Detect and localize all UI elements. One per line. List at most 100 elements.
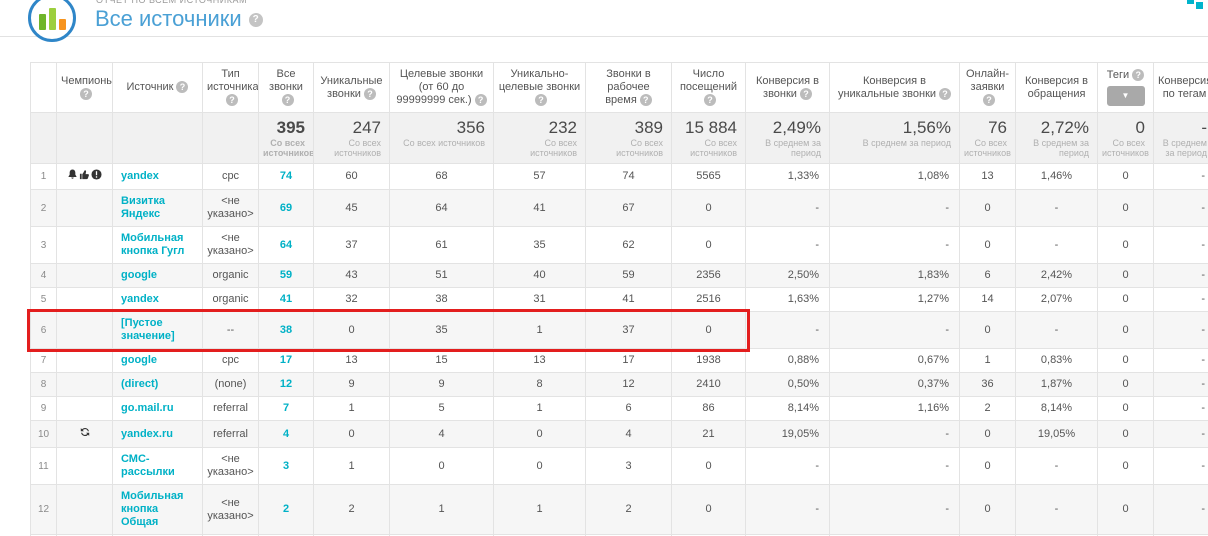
source-link[interactable]: СМС-рассылки (121, 453, 175, 478)
source-link[interactable]: yandex (121, 293, 159, 305)
cell-visits: 2410 (671, 372, 746, 397)
row-number: 1 (30, 163, 57, 190)
all-calls-link[interactable]: 59 (279, 269, 293, 281)
source-link[interactable]: Визитка Яндекс (121, 195, 165, 220)
source-type-cell: <не указано> (202, 226, 259, 264)
cell-conv_calls: 19,05% (745, 420, 830, 448)
help-icon[interactable]: ? (281, 94, 294, 107)
row-number: 10 (30, 420, 57, 448)
cell-target_calls: 35 (389, 311, 494, 349)
title-help-icon[interactable]: ? (248, 13, 263, 28)
tags-filter-button[interactable]: ▼ (1106, 86, 1145, 106)
help-icon[interactable]: ? (704, 94, 716, 107)
col-header-online_leads[interactable]: Онлайн-заявки? (959, 62, 1016, 113)
all-calls-link[interactable]: 4 (282, 427, 290, 440)
col-header-visits[interactable]: Число посещений? (671, 62, 746, 113)
all-calls-link[interactable]: 7 (282, 402, 290, 414)
thumbs-up-icon[interactable] (79, 169, 90, 180)
cell-visits: 2516 (671, 287, 746, 312)
cell-unique_target_calls: 8 (493, 372, 586, 397)
cell-all_calls: 38 (258, 311, 314, 349)
source-link[interactable]: google (121, 269, 158, 281)
source-link[interactable]: yandex.ru (121, 427, 173, 440)
logo-bar-orange (58, 19, 66, 30)
cell-conv_appeals: 19,05% (1015, 420, 1098, 448)
help-icon[interactable]: ? (1132, 69, 1145, 82)
all-calls-link[interactable]: 64 (279, 238, 293, 251)
cell-target_calls: 38 (389, 287, 494, 312)
cell-unique_target_calls: 57 (493, 163, 586, 190)
col-header-champions[interactable]: Чемпионы? (56, 62, 113, 113)
cell-tags: 0 (1097, 287, 1154, 312)
help-icon[interactable]: ? (939, 87, 952, 100)
cell-work_time_calls: 6 (585, 396, 672, 421)
cell-target_calls: 51 (389, 263, 494, 288)
all-calls-link[interactable]: 17 (279, 354, 293, 366)
all-calls-link[interactable]: 2 (282, 503, 290, 515)
all-calls-link[interactable]: 41 (279, 293, 293, 305)
col-header-unique_target_calls[interactable]: Уникально-целевые звонки? (493, 62, 586, 113)
cell-conv_tags: - (1153, 484, 1208, 535)
table-row: 9 go.mail.ru referral 7 1 5 1 6 86 8,14% 1,16% 2 8,1… (30, 396, 1208, 421)
cell-work_time_calls: 37 (585, 311, 672, 349)
cell-visits: 21 (671, 420, 746, 448)
col-header-unique_calls[interactable]: Уникальные звонки? (313, 62, 390, 113)
source-link[interactable]: google (121, 354, 158, 366)
cell-conv_appeals: - (1015, 484, 1098, 535)
help-icon[interactable]: ? (226, 94, 238, 107)
col-header-tags[interactable]: Теги? ▼ (1097, 62, 1154, 113)
cell-conv_appeals: - (1015, 226, 1098, 264)
help-icon[interactable]: ? (983, 94, 995, 107)
total-caption: Со всех источников (403, 138, 485, 148)
champions-cell (56, 163, 113, 190)
cell-work_time_calls: 17 (585, 348, 672, 373)
col-header-conv_appeals[interactable]: Конверсия в обращения (1015, 62, 1098, 113)
cell-unique_target_calls: 1 (493, 484, 586, 535)
total-caption: Со всех источников (616, 138, 663, 158)
all-calls-link[interactable]: 74 (279, 170, 293, 182)
cell-conv_calls: 0,88% (745, 348, 830, 373)
col-header-conv_tags[interactable]: Конверсия по тегам (1153, 62, 1208, 113)
all-calls-link[interactable]: 12 (279, 378, 293, 390)
source-cell: google (112, 348, 203, 373)
source-link[interactable]: yandex (121, 170, 159, 182)
table-row: 2 Визитка Яндекс <не указано> 69 45 64 41 67 0- -… (30, 189, 1208, 227)
col-header-target_calls[interactable]: Целевые звонки (от 60 до 99999999 сек.)? (389, 62, 494, 113)
alert-circle-icon[interactable] (91, 169, 102, 180)
help-icon[interactable]: ? (80, 87, 92, 100)
col-header-source[interactable]: Источник? (112, 62, 203, 113)
col-header-type[interactable]: Тип источника? (202, 62, 259, 113)
help-icon[interactable]: ? (535, 94, 547, 107)
help-icon[interactable]: ? (799, 87, 812, 100)
col-header-conv_calls[interactable]: Конверсия в звонки? (745, 62, 830, 113)
cell-work_time_calls: 2 (585, 484, 672, 535)
all-calls-link[interactable]: 38 (279, 323, 293, 336)
source-link[interactable]: (direct) (121, 378, 159, 390)
source-link[interactable]: Мобильная кнопка Гугл (121, 232, 185, 257)
source-link[interactable]: Мобильная кнопка Общая (121, 490, 184, 528)
col-header-all_calls[interactable]: Все звонки? (258, 62, 314, 113)
help-icon[interactable]: ? (639, 94, 652, 107)
col-header-label: Уникальные звонки (320, 74, 383, 100)
help-icon[interactable]: ? (474, 94, 487, 107)
col-header-conv_unique_calls[interactable]: Конверсия в уникальные звонки? (829, 62, 960, 113)
all-calls-link[interactable]: 69 (279, 201, 293, 214)
col-header-work_time_calls[interactable]: Звонки в рабочее время? (585, 62, 672, 113)
cell-target_calls: 4 (389, 420, 494, 448)
bell-icon[interactable] (67, 169, 78, 180)
cell-conv_calls: 8,14% (745, 396, 830, 421)
source-link[interactable]: go.mail.ru (121, 402, 174, 414)
col-header-label: Конверсия в обращения (1024, 74, 1089, 100)
refresh-icon[interactable] (79, 426, 91, 438)
row-number: 8 (30, 372, 57, 397)
expand-icon[interactable] (1187, 0, 1203, 9)
cell-online_leads: 0 (959, 420, 1016, 448)
cell-visits: 0 (671, 447, 746, 485)
help-icon[interactable]: ? (363, 87, 376, 100)
all-calls-link[interactable]: 3 (282, 459, 290, 472)
cell-visits: 0 (671, 484, 746, 535)
cell-all_calls: 17 (258, 348, 314, 373)
source-link[interactable]: [Пустое значение] (121, 317, 175, 342)
help-icon[interactable]: ? (176, 81, 189, 94)
table-header-row: Чемпионы? Источник? Тип источника? Все звон… (30, 62, 1208, 113)
